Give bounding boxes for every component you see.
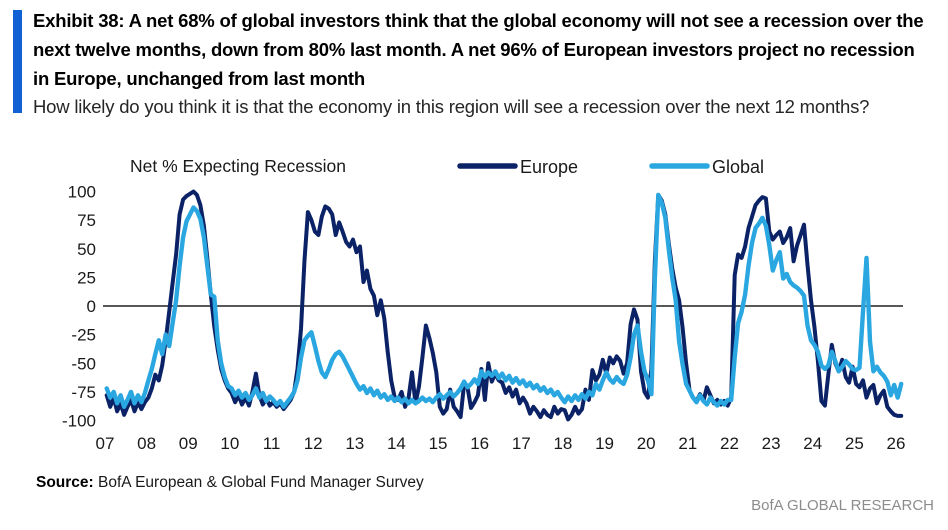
y-axis-tick-label: -75: [71, 383, 96, 402]
x-axis-tick-label: 23: [762, 434, 781, 453]
x-axis-tick-label: 09: [179, 434, 198, 453]
bofa-global-research-brand: BofA GLOBAL RESEARCH: [751, 497, 934, 514]
x-axis-tick-label: 18: [553, 434, 572, 453]
x-axis-tick-label: 08: [137, 434, 156, 453]
global-line: [104, 192, 904, 409]
y-axis-tick-label: 25: [77, 268, 96, 287]
y-axis-tick-label: -100: [62, 412, 96, 431]
legend-global-label: Global: [712, 157, 764, 177]
source-note: Source: BofA European & Global Fund Mana…: [36, 474, 424, 492]
chart-canvas: Net % Expecting Recession Europe Global100…: [62, 156, 906, 453]
accent-bar: [13, 10, 22, 113]
x-axis-tick-label: 07: [96, 434, 115, 453]
x-axis-tick-label: 10: [220, 434, 239, 453]
recession-chart: Net % Expecting Recession Europe Global 100…: [0, 140, 948, 470]
exhibit-title: Exhibit 38: A net 68% of global investor…: [33, 10, 924, 89]
x-axis-tick-label: 11: [263, 434, 281, 453]
x-axis-tick-label: 12: [304, 434, 323, 453]
x-axis-tick-label: 19: [595, 434, 614, 453]
x-axis-tick-label: 21: [678, 434, 697, 453]
y-axis-tick-label: -25: [71, 326, 96, 345]
y-axis-tick-label: 0: [87, 297, 96, 316]
y-axis-tick-label: 50: [77, 240, 96, 259]
x-axis-tick-label: 22: [720, 434, 739, 453]
x-axis-tick-label: 15: [429, 434, 448, 453]
chart-title: Net % Expecting Recession: [130, 156, 346, 176]
source-label: Source:: [36, 474, 94, 491]
x-axis-tick-label: 13: [345, 434, 364, 453]
x-axis-tick-label: 24: [803, 434, 822, 453]
survey-question-subtitle: How likely do you think it is that the e…: [33, 96, 870, 117]
legend-europe-label: Europe: [520, 157, 578, 177]
source-text: BofA European & Global Fund Manager Surv…: [93, 474, 424, 491]
y-axis-tick-label: 75: [77, 211, 96, 230]
x-axis-tick-label: 17: [512, 434, 531, 453]
europe-line: [104, 189, 904, 422]
x-axis-tick-label: 14: [387, 434, 406, 453]
x-axis-tick-label: 20: [637, 434, 656, 453]
x-axis-tick-label: 25: [845, 434, 864, 453]
exhibit-header: Exhibit 38: A net 68% of global investor…: [33, 6, 929, 121]
x-axis-tick-label: 26: [887, 434, 906, 453]
y-axis-tick-label: 100: [68, 183, 96, 202]
y-axis-tick-label: -50: [71, 354, 96, 373]
x-axis-tick-label: 16: [470, 434, 489, 453]
